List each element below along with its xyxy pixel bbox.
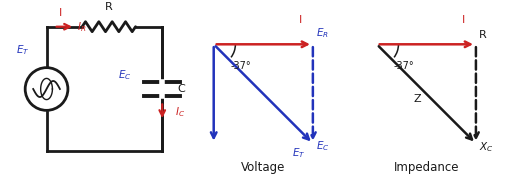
Text: $I_C$: $I_C$: [175, 105, 185, 119]
Text: I: I: [299, 15, 302, 25]
Text: $E_R$: $E_R$: [316, 26, 329, 40]
Text: $E_T$: $E_T$: [16, 43, 30, 57]
Text: R: R: [479, 30, 487, 40]
Text: I: I: [59, 8, 63, 18]
Text: Z: Z: [414, 94, 421, 104]
Text: Impedance: Impedance: [393, 161, 459, 174]
Text: $E_C$: $E_C$: [316, 139, 330, 153]
Text: -37°: -37°: [231, 61, 251, 71]
Text: $I_R$: $I_R$: [77, 20, 86, 34]
Text: $E_T$: $E_T$: [291, 146, 305, 160]
Text: -37°: -37°: [394, 61, 414, 71]
Text: C: C: [178, 84, 185, 94]
Text: I: I: [462, 15, 465, 25]
Text: $E_C$: $E_C$: [118, 68, 132, 82]
Text: Voltage: Voltage: [241, 161, 286, 174]
Text: R: R: [105, 2, 113, 12]
Text: $X_C$: $X_C$: [479, 140, 493, 154]
